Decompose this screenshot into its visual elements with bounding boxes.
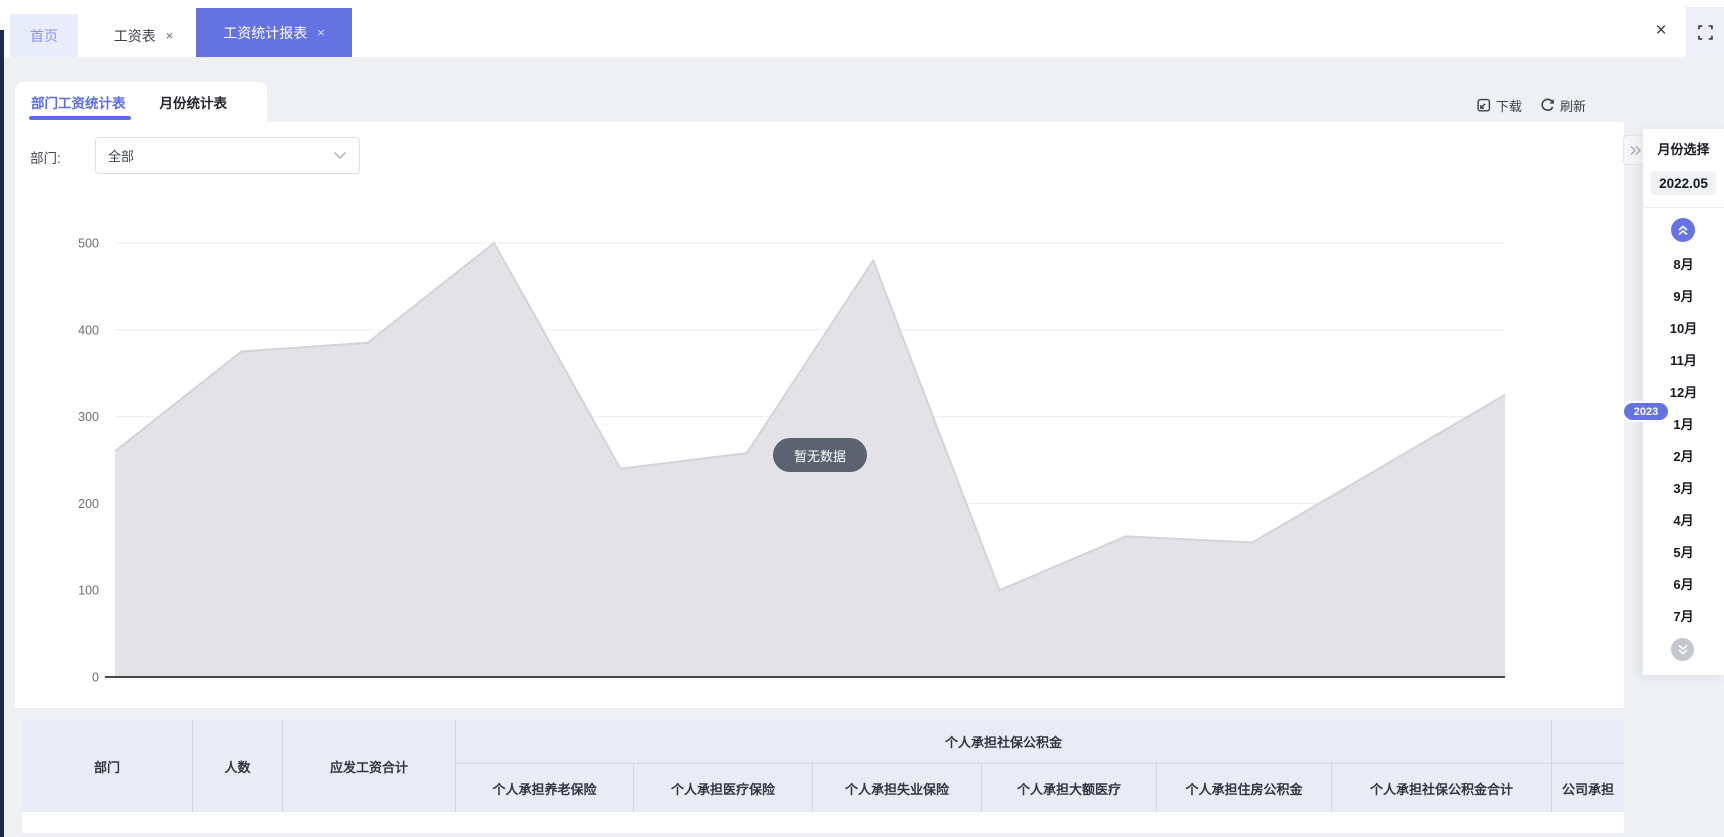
download-button[interactable]: 下载 bbox=[1476, 96, 1522, 115]
month-item[interactable]: 8月 bbox=[1673, 256, 1694, 272]
column-header-gross-total: 应发工资合计 bbox=[283, 720, 456, 812]
subtab-month-stats[interactable]: 月份统计表 bbox=[159, 96, 228, 111]
column-header-housing-fund: 个人承担住房公积金 bbox=[1157, 764, 1332, 812]
month-item[interactable]: 5月 bbox=[1673, 544, 1694, 560]
collapsed-nav-strip bbox=[0, 30, 4, 837]
month-item[interactable]: 10月 bbox=[1669, 320, 1698, 336]
month-selector-panel: 月份选择 2022.05 8月 9月 10月 11月 12月 1月 2月 3月 … bbox=[1643, 129, 1724, 675]
tab-home-label: 首页 bbox=[30, 27, 58, 44]
fullscreen-icon bbox=[1697, 24, 1713, 40]
close-icon[interactable]: × bbox=[1655, 20, 1667, 41]
tab-salary-report[interactable]: 工资统计报表 × bbox=[196, 8, 352, 57]
department-select-value: 全部 bbox=[108, 149, 135, 164]
double-chevron-up-icon bbox=[1677, 224, 1689, 237]
fullscreen-button[interactable] bbox=[1686, 7, 1724, 57]
department-filter-label: 部门: bbox=[30, 151, 61, 166]
active-subtab-underline bbox=[29, 116, 131, 120]
column-header-headcount: 人数 bbox=[193, 720, 283, 812]
month-item[interactable]: 1月 bbox=[1673, 416, 1694, 432]
svg-text:500: 500 bbox=[78, 237, 99, 251]
refresh-label: 刷新 bbox=[1560, 99, 1587, 114]
salary-summary-table: 部门 人数 应发工资合计 个人承担社保公积金 个人承担养老保险 个人承担医疗保险… bbox=[22, 720, 1624, 833]
download-label: 下载 bbox=[1496, 99, 1523, 114]
column-header-pension: 个人承担养老保险 bbox=[456, 764, 634, 812]
double-chevron-down-icon bbox=[1677, 643, 1689, 656]
tab-salary-report-label: 工资统计报表 bbox=[223, 24, 308, 41]
tab-salary-report-close-icon[interactable]: × bbox=[317, 25, 325, 40]
month-item[interactable]: 6月 bbox=[1673, 576, 1694, 592]
scroll-months-up-button[interactable] bbox=[1671, 218, 1695, 242]
refresh-button[interactable]: 刷新 bbox=[1540, 96, 1586, 115]
month-item[interactable]: 3月 bbox=[1673, 480, 1694, 496]
subtab-dept-salary[interactable]: 部门工资统计表 bbox=[31, 96, 126, 111]
month-item[interactable]: 12月 bbox=[1669, 384, 1698, 400]
svg-text:100: 100 bbox=[78, 584, 99, 598]
column-header-medical: 个人承担医疗保险 bbox=[634, 764, 813, 812]
tab-payroll[interactable]: 工资表 × bbox=[95, 14, 192, 57]
month-list: 8月 9月 10月 11月 12月 1月 2月 3月 4月 5月 6月 7月 bbox=[1643, 247, 1724, 631]
scroll-months-down-button[interactable] bbox=[1671, 638, 1694, 661]
column-group-personal-social-insurance: 个人承担社保公积金 bbox=[456, 720, 1552, 764]
double-chevron-right-icon bbox=[1629, 145, 1642, 156]
svg-text:400: 400 bbox=[78, 323, 99, 337]
no-data-tooltip: 暂无数据 bbox=[773, 438, 867, 472]
report-subtabs: 部门工资统计表 月份统计表 bbox=[15, 82, 267, 122]
refresh-icon bbox=[1540, 98, 1555, 113]
sidebar-divider bbox=[1643, 207, 1724, 208]
column-header-company-partial: 公司承担 bbox=[1561, 781, 1614, 797]
tab-payroll-label: 工资表 bbox=[113, 27, 156, 44]
column-header-personal-total: 个人承担社保公积金合计 bbox=[1332, 764, 1552, 812]
year-badge: 2023 bbox=[1624, 403, 1668, 420]
svg-text:300: 300 bbox=[78, 410, 99, 424]
month-item[interactable]: 7月 bbox=[1673, 608, 1694, 624]
department-select[interactable]: 全部 bbox=[95, 137, 360, 174]
column-group-company-partial bbox=[1552, 720, 1624, 764]
table-header: 部门 人数 应发工资合计 个人承担社保公积金 个人承担养老保险 个人承担医疗保险… bbox=[22, 720, 1624, 812]
tab-payroll-close-icon[interactable]: × bbox=[165, 28, 174, 43]
svg-text:200: 200 bbox=[78, 497, 99, 511]
current-month-value: 2022.05 bbox=[1651, 171, 1716, 195]
month-item[interactable]: 11月 bbox=[1670, 352, 1697, 368]
month-item[interactable]: 2月 bbox=[1673, 448, 1694, 464]
svg-text:0: 0 bbox=[92, 671, 99, 685]
column-header-supplementary-medical: 个人承担大额医疗 bbox=[982, 764, 1157, 812]
column-header-unemployment: 个人承担失业保险 bbox=[813, 764, 982, 812]
month-item[interactable]: 9月 bbox=[1673, 288, 1694, 304]
month-selector-title: 月份选择 bbox=[1657, 142, 1710, 157]
column-header-department: 部门 bbox=[22, 720, 193, 812]
chevron-down-icon bbox=[333, 151, 347, 160]
chart-toolbar: 下载 刷新 bbox=[1476, 96, 1586, 115]
dept-salary-panel: 部门: 全部 0 100 200 300 400 500 暂无数据 bbox=[15, 122, 1624, 708]
tab-home[interactable]: 首页 bbox=[10, 14, 78, 57]
download-icon bbox=[1476, 98, 1491, 113]
month-item[interactable]: 4月 bbox=[1673, 512, 1694, 528]
